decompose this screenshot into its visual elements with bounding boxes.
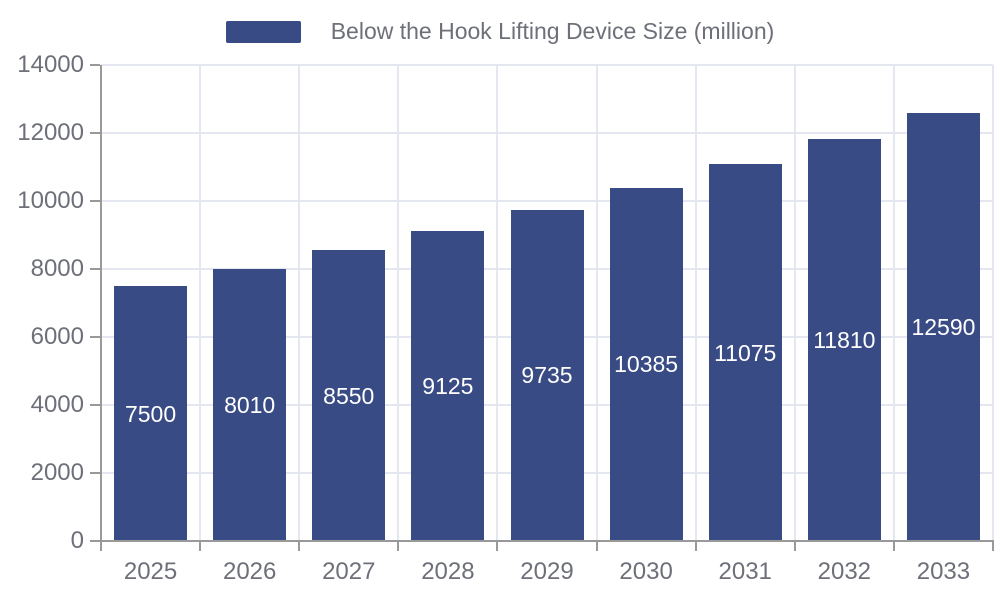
- bar-2033[interactable]: 12590: [906, 112, 980, 541]
- bar-value-label: 10385: [614, 351, 679, 378]
- bar-value-label: 11075: [714, 339, 777, 366]
- bar-2025[interactable]: 7500: [114, 286, 188, 541]
- x-axis-label-2028: 2028: [421, 558, 475, 585]
- bar-2027[interactable]: 8550: [312, 250, 386, 541]
- y-axis-tick: [90, 540, 100, 542]
- x-axis-label-2033: 2033: [916, 558, 971, 585]
- bar-2026[interactable]: 8010: [213, 268, 287, 541]
- x-axis-tick: [298, 542, 301, 551]
- bar-value-label: 11810: [813, 327, 876, 354]
- legend-label: Below the Hook Lifting Device Size (mill…: [330, 18, 775, 44]
- y-axis-label: 8000: [30, 255, 84, 282]
- y-axis-tick: [90, 200, 100, 202]
- y-axis-label: 0: [70, 527, 84, 554]
- x-axis-label-2030: 2030: [619, 558, 673, 585]
- h-gridline: [101, 64, 993, 66]
- x-axis-tick: [397, 542, 400, 551]
- y-axis-line: [100, 65, 102, 541]
- x-axis-tick: [496, 542, 499, 551]
- x-axis-label-2026: 2026: [222, 558, 277, 585]
- x-axis-tick: [892, 542, 895, 551]
- x-axis-label-2027: 2027: [322, 558, 376, 585]
- x-axis-tick: [199, 542, 202, 551]
- bar-2029[interactable]: 9735: [510, 210, 584, 541]
- x-axis-tick: [694, 542, 697, 551]
- bar-2030[interactable]: 10385: [609, 187, 683, 541]
- y-axis-label: 6000: [30, 323, 84, 350]
- y-axis-label: 4000: [30, 391, 84, 418]
- y-axis-label: 2000: [30, 459, 84, 486]
- v-gridline: [892, 65, 895, 541]
- bar-2028[interactable]: 9125: [411, 230, 485, 541]
- legend-swatch: [225, 20, 301, 43]
- x-axis-label-2029: 2029: [520, 558, 574, 585]
- v-gridline: [992, 65, 994, 541]
- x-axis-tick: [100, 542, 102, 551]
- v-gridline: [595, 65, 598, 541]
- x-axis-line: [100, 540, 994, 542]
- legend-item[interactable]: Below the Hook Lifting Device Size (mill…: [0, 18, 1000, 45]
- bar-value-label: 8550: [323, 382, 375, 409]
- h-gridline: [101, 200, 993, 202]
- x-axis-tick: [992, 542, 994, 551]
- y-axis-tick: [90, 64, 100, 66]
- v-gridline: [694, 65, 697, 541]
- bar-2032[interactable]: 11810: [807, 139, 881, 541]
- v-gridline: [397, 65, 400, 541]
- bar-value-label: 12590: [911, 313, 976, 340]
- v-gridline: [298, 65, 301, 541]
- y-axis-label: 12000: [17, 119, 84, 146]
- x-axis-label-2032: 2032: [817, 558, 872, 585]
- bar-value-label: 9125: [422, 372, 474, 399]
- bar-value-label: 7500: [124, 400, 177, 427]
- y-axis-tick: [90, 336, 100, 338]
- bar-value-label: 8010: [224, 391, 276, 418]
- y-axis-tick: [90, 132, 100, 134]
- x-axis-tick: [793, 542, 796, 551]
- y-axis-label: 14000: [17, 51, 84, 78]
- bar-value-label: 9735: [521, 362, 573, 389]
- v-gridline: [793, 65, 796, 541]
- y-axis-tick: [90, 268, 100, 270]
- x-axis-label-2025: 2025: [123, 558, 178, 585]
- x-axis-tick: [595, 542, 598, 551]
- plot-area: 7500 8010 8550 9125 9735 10385 11075 11810 12590: [100, 64, 994, 542]
- y-axis-label: 10000: [17, 187, 84, 214]
- x-axis-label-2031: 2031: [718, 558, 772, 585]
- y-axis-tick: [90, 404, 100, 406]
- bar-2031[interactable]: 11075: [708, 164, 782, 541]
- h-gridline: [101, 132, 993, 134]
- v-gridline: [496, 65, 499, 541]
- y-axis-tick: [90, 472, 100, 474]
- v-gridline: [199, 65, 202, 541]
